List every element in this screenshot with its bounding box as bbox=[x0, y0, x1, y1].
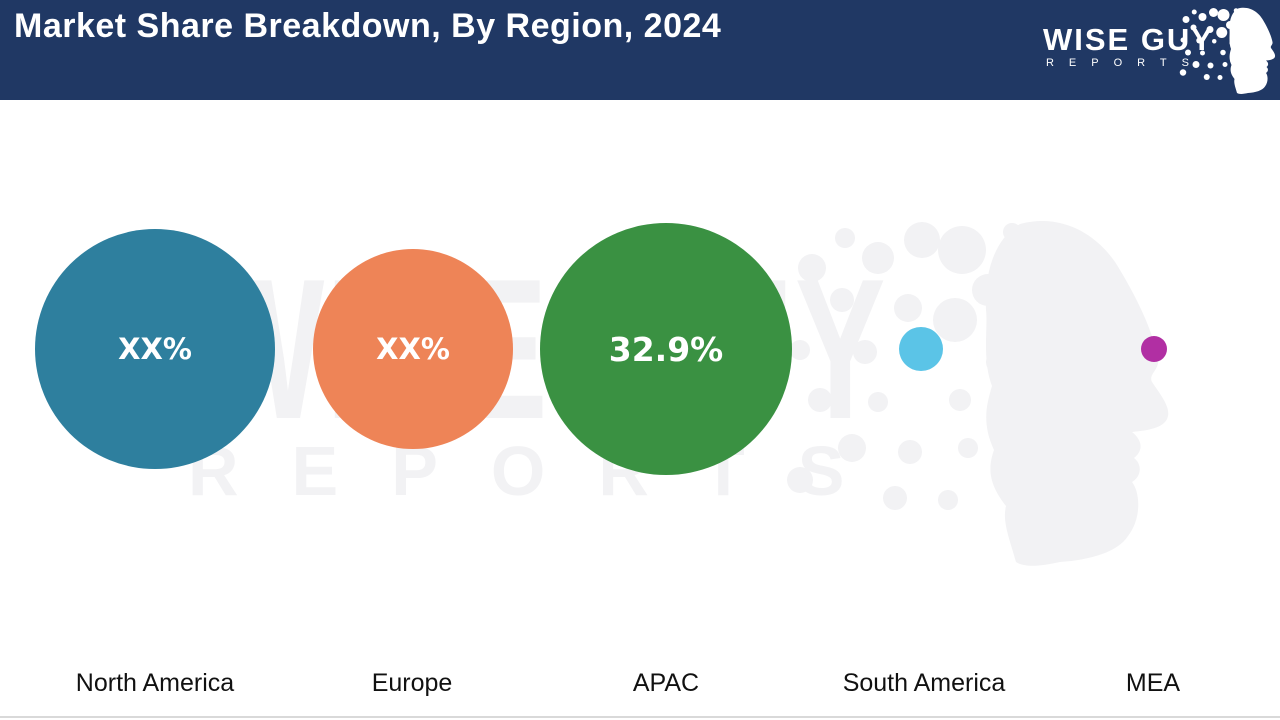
bubble-south-america bbox=[899, 327, 943, 371]
category-label-south-america: South America bbox=[842, 669, 1006, 697]
bubble-apac: 32.9% bbox=[540, 223, 792, 475]
page-title: Market Share Breakdown, By Region, 2024 bbox=[14, 7, 722, 45]
category-label-europe: Europe bbox=[371, 669, 453, 697]
header-bar: Market Share Breakdown, By Region, 2024 … bbox=[0, 0, 1280, 100]
bubble-value-label: XX% bbox=[376, 332, 450, 366]
bubble-value-label: XX% bbox=[118, 332, 192, 366]
bubble-value-label: 32.9% bbox=[608, 329, 724, 369]
brand-face-icon bbox=[1179, 7, 1276, 94]
brand-logo-subtitle: REPORTS bbox=[1045, 57, 1204, 69]
category-label-mea: MEA bbox=[1125, 669, 1181, 697]
bubble-north-america: XX% bbox=[35, 229, 275, 469]
bubble-chart: WISE GUY REPORTS XX% XX% 32.9% North Ame… bbox=[0, 100, 1280, 720]
bubble-europe: XX% bbox=[313, 249, 513, 449]
watermark-face-icon bbox=[787, 221, 1169, 566]
category-label-apac: APAC bbox=[632, 669, 700, 697]
bubble-mea bbox=[1141, 336, 1167, 362]
axis-baseline bbox=[0, 716, 1280, 718]
category-label-north-america: North America bbox=[75, 669, 235, 697]
